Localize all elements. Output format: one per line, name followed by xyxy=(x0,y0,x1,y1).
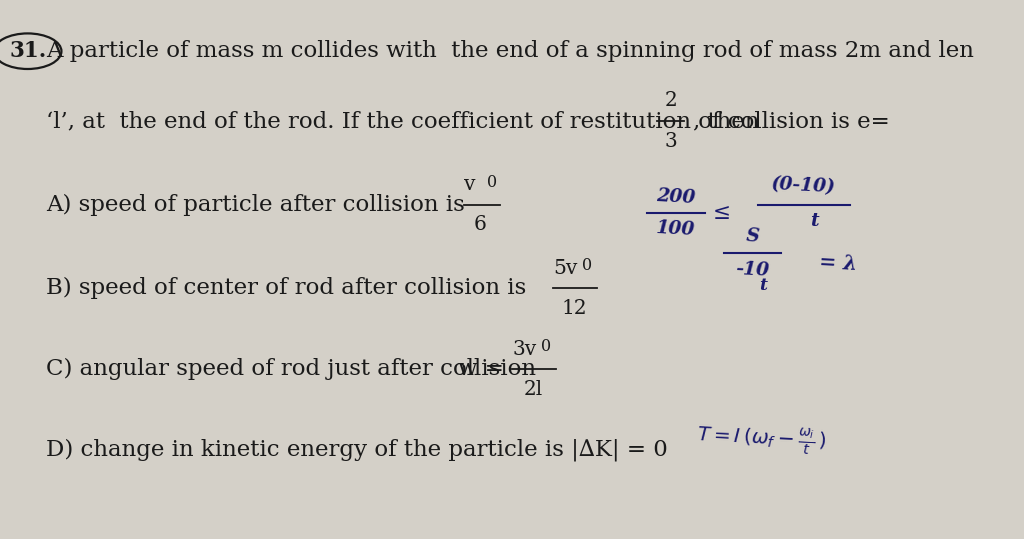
Text: , then: , then xyxy=(693,110,760,132)
Text: t: t xyxy=(810,212,818,230)
Text: 31.: 31. xyxy=(9,40,46,62)
Text: t: t xyxy=(759,277,767,294)
Text: 12: 12 xyxy=(561,299,588,318)
Text: D) change in kinetic energy of the particle is |∆K| = 0: D) change in kinetic energy of the parti… xyxy=(46,439,668,461)
Text: 0: 0 xyxy=(541,338,551,355)
Text: w =: w = xyxy=(458,358,511,380)
Text: ≤: ≤ xyxy=(713,202,731,224)
Text: A particle of mass m collides with  the end of a spinning rod of mass 2m and len: A particle of mass m collides with the e… xyxy=(46,40,974,62)
Text: 5v: 5v xyxy=(553,259,578,278)
Text: -10: -10 xyxy=(735,260,770,279)
Text: 6: 6 xyxy=(474,215,486,234)
Text: B) speed of center of rod after collision is: B) speed of center of rod after collisio… xyxy=(46,278,534,299)
Text: 0: 0 xyxy=(487,174,498,191)
Text: S: S xyxy=(745,227,760,245)
Text: 3: 3 xyxy=(665,132,677,151)
Text: ‘l’, at  the end of the rod. If the coefficient of restitution of collision is e: ‘l’, at the end of the rod. If the coeff… xyxy=(46,110,890,132)
Text: 2l: 2l xyxy=(524,379,543,399)
Text: = λ: = λ xyxy=(819,252,858,274)
Text: 0: 0 xyxy=(582,257,592,274)
Text: 200: 200 xyxy=(656,186,695,207)
Text: 100: 100 xyxy=(656,219,695,239)
Text: (0-10): (0-10) xyxy=(771,175,837,197)
Text: 2: 2 xyxy=(665,91,677,110)
Text: 3v: 3v xyxy=(512,340,537,359)
Text: C) angular speed of rod just after collision: C) angular speed of rod just after colli… xyxy=(46,358,544,380)
Text: v: v xyxy=(464,175,475,195)
Text: A) speed of particle after collision is: A) speed of particle after collision is xyxy=(46,194,472,216)
Text: $T = I\,(\omega_f - \frac{\omega_i}{t}\,)$: $T = I\,(\omega_f - \frac{\omega_i}{t}\,… xyxy=(696,420,827,458)
